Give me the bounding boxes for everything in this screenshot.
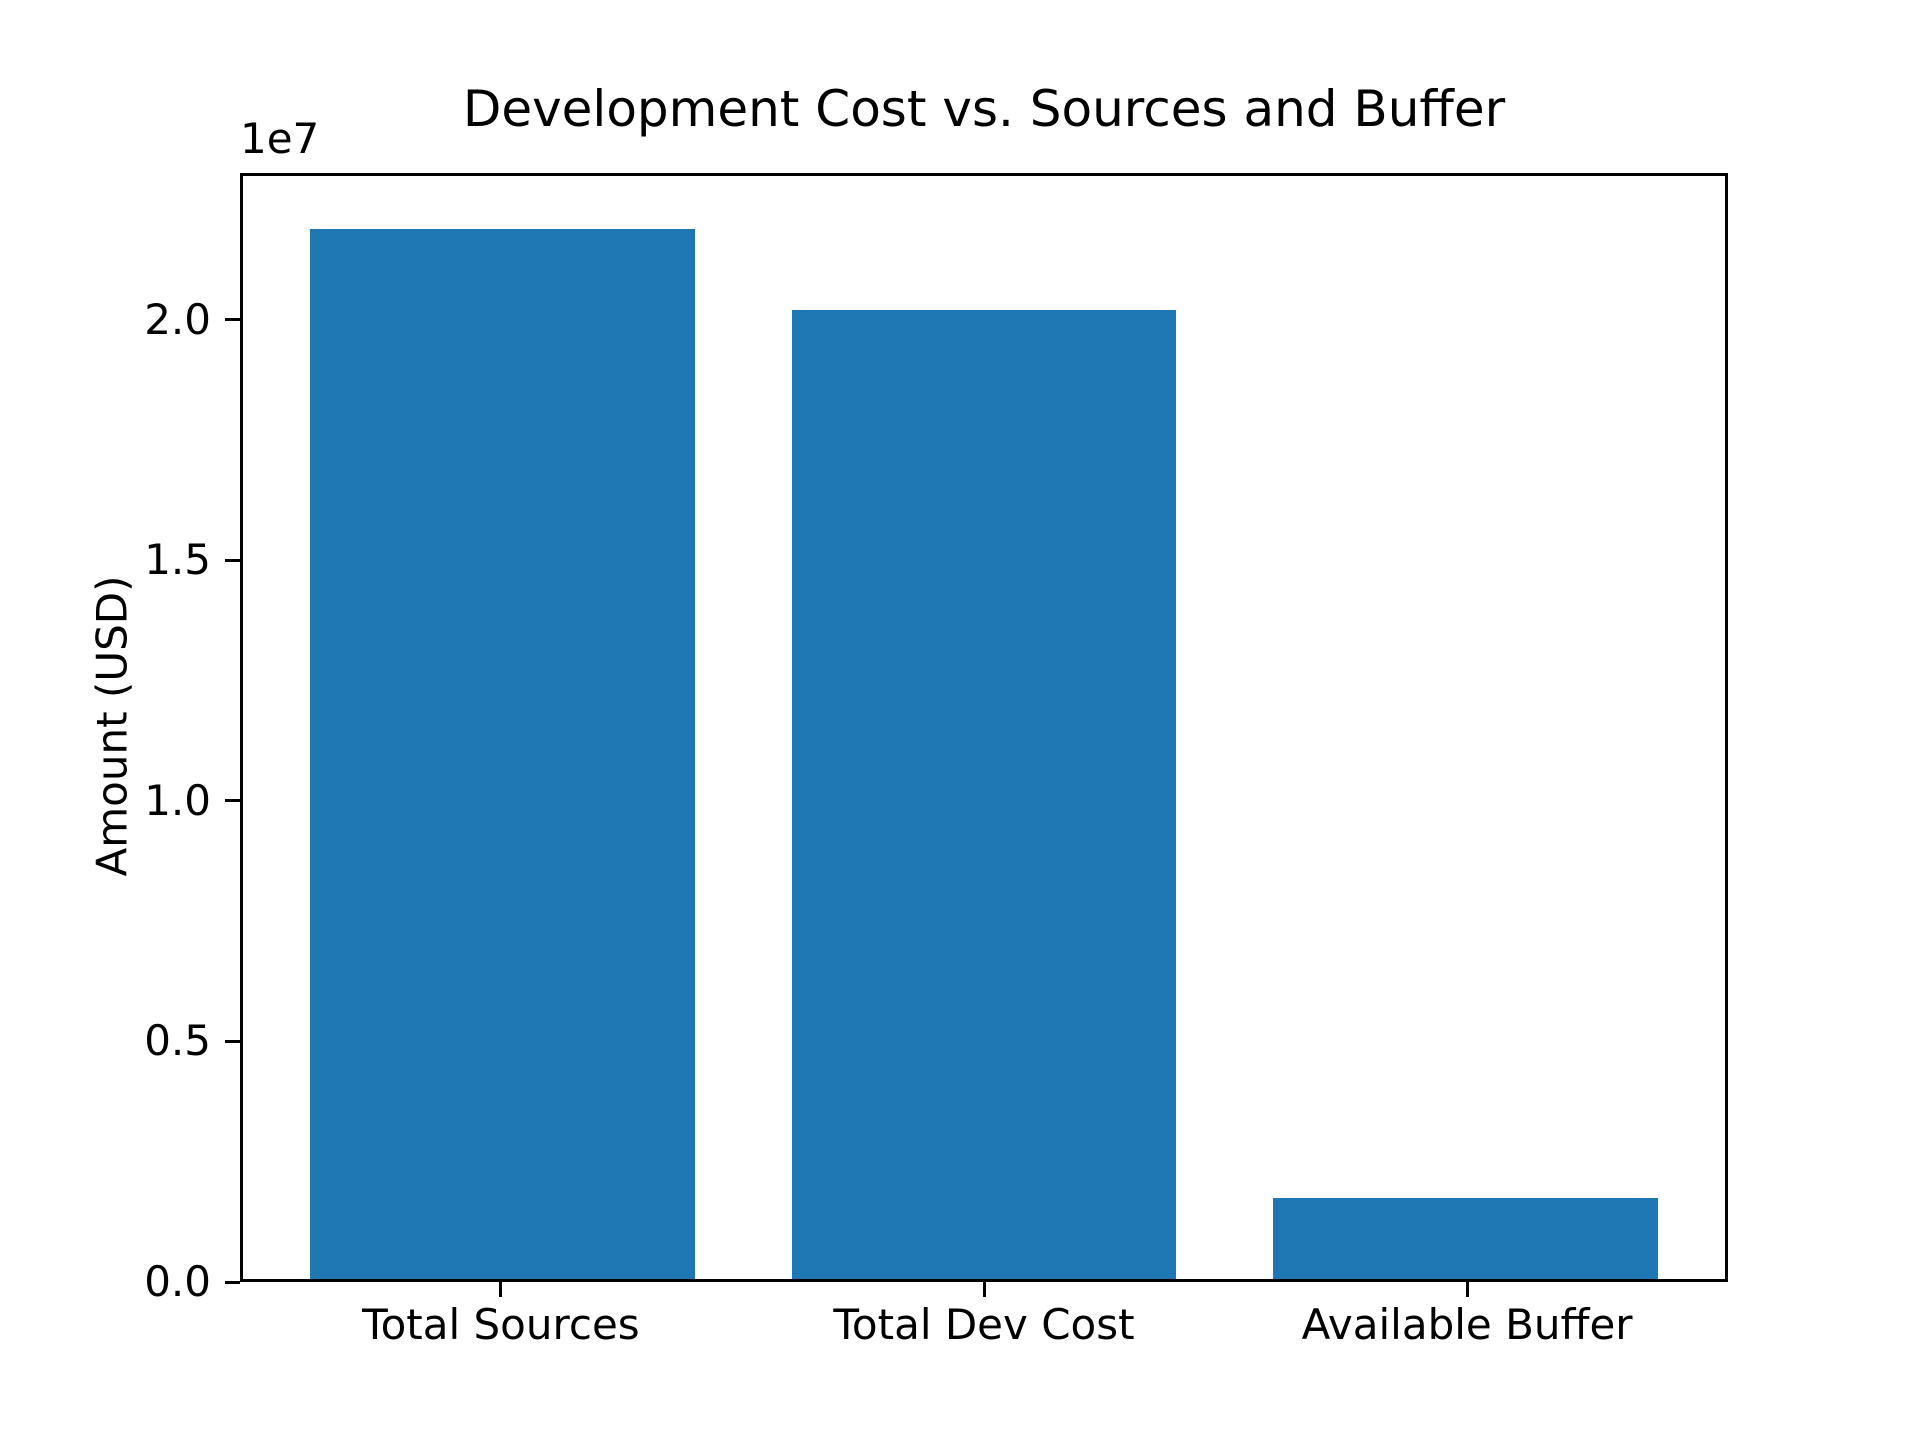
y-tick-label: 0.0 [144,1257,211,1306]
y-tick-label: 0.5 [144,1016,211,1066]
y-tick-label: 1.5 [144,535,211,585]
bar-total-sources [310,228,696,1279]
x-tick-mark [499,1282,503,1297]
y-axis-label: Amount (USD) [87,575,137,877]
bar-total-dev-cost [791,309,1177,1279]
y-axis-offset-label: 1e7 [240,114,320,163]
x-tick-label: Total Dev Cost [833,1300,1135,1349]
x-tick-mark [1465,1282,1469,1297]
y-tick-mark [225,1280,240,1284]
y-tick-mark [225,558,240,562]
y-tick-label: 2.0 [144,294,211,344]
x-tick-mark [982,1282,986,1297]
y-tick-mark [225,1039,240,1043]
x-tick-label: Available Buffer [1301,1300,1633,1349]
y-tick-mark [225,799,240,803]
y-tick-label: 1.0 [144,775,211,825]
chart-title: Development Cost vs. Sources and Buffer [462,80,1506,138]
y-tick-mark [225,318,240,322]
plot-area [240,173,1728,1282]
bar-available-buffer [1272,1197,1658,1279]
x-tick-label: Total Sources [362,1300,640,1349]
